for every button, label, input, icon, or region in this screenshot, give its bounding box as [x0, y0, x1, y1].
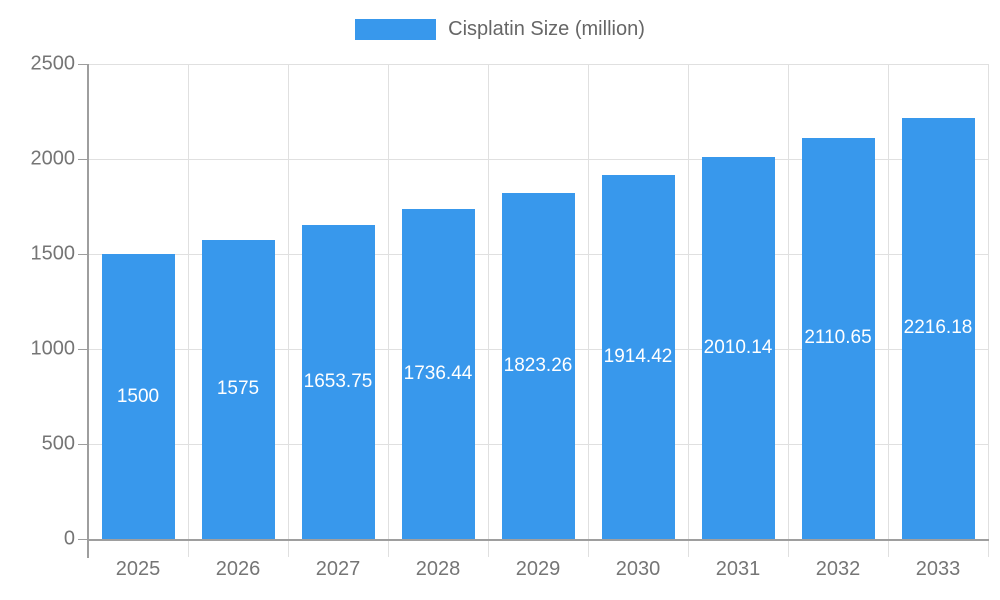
legend-swatch-icon: [355, 19, 437, 40]
y-tick-mark: [78, 348, 88, 350]
y-axis-line: [87, 64, 89, 558]
y-tick-mark: [78, 443, 88, 445]
x-gridline: [187, 64, 189, 539]
x-tick-mark: [187, 541, 189, 557]
y-tick-mark: [78, 63, 88, 65]
x-axis-tick-label: 2028: [415, 558, 461, 580]
y-axis-tick-label: 2000: [30, 147, 76, 170]
legend-label: Cisplatin Size (million): [448, 18, 645, 40]
y-tick-mark: [78, 538, 88, 540]
bar-2031[interactable]: [701, 157, 775, 539]
x-gridline: [387, 64, 389, 539]
bar-2029[interactable]: [501, 192, 575, 539]
x-axis-tick-label: 2029: [515, 558, 561, 580]
x-gridline: [587, 64, 589, 539]
x-tick-mark: [287, 541, 289, 557]
x-axis-tick-label: 2031: [715, 558, 761, 580]
y-axis-tick-label: 1500: [30, 242, 76, 265]
x-tick-mark: [887, 541, 889, 557]
x-gridline: [287, 64, 289, 539]
legend-item[interactable]: Cisplatin Size (million): [0, 18, 1000, 41]
x-tick-mark: [987, 541, 989, 557]
bar-2033[interactable]: [901, 117, 975, 539]
x-axis-tick-label: 2027: [315, 558, 361, 580]
x-gridline: [487, 64, 489, 539]
y-gridline: [88, 158, 988, 160]
x-axis-tick-label: 2026: [215, 558, 261, 580]
y-tick-mark: [78, 158, 88, 160]
x-gridline: [787, 64, 789, 539]
y-tick-mark: [78, 253, 88, 255]
x-tick-mark: [587, 541, 589, 557]
x-gridline: [887, 64, 889, 539]
y-gridline: [88, 63, 988, 65]
x-gridline: [987, 64, 989, 539]
bar-2025[interactable]: [101, 254, 175, 539]
x-axis-tick-label: 2025: [115, 558, 161, 580]
x-axis-line: [87, 539, 989, 541]
x-gridline: [687, 64, 689, 539]
bar-2028[interactable]: [401, 209, 475, 539]
bar-2027[interactable]: [301, 224, 375, 539]
x-axis-tick-label: 2032: [815, 558, 861, 580]
bar-2030[interactable]: [601, 175, 675, 539]
bar-2032[interactable]: [801, 137, 875, 539]
x-tick-mark: [487, 541, 489, 557]
x-axis-tick-label: 2033: [915, 558, 961, 580]
x-axis-tick-label: 2030: [615, 558, 661, 580]
x-tick-mark: [787, 541, 789, 557]
y-axis-tick-label: 1000: [30, 337, 76, 360]
y-axis-tick-label: 2500: [30, 52, 76, 75]
bar-2026[interactable]: [201, 239, 275, 539]
x-tick-mark: [687, 541, 689, 557]
x-tick-mark: [387, 541, 389, 557]
y-axis-tick-label: 0: [63, 527, 75, 550]
y-axis-tick-label: 500: [41, 432, 75, 455]
